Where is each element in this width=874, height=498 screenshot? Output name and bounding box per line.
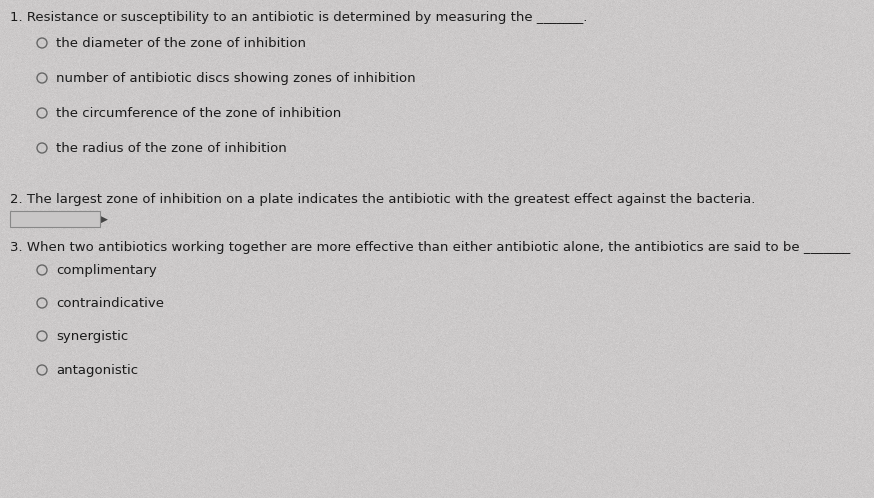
Text: ▶: ▶ xyxy=(101,215,108,224)
Text: 3. When two antibiotics working together are more effective than either antibiot: 3. When two antibiotics working together… xyxy=(10,241,850,254)
Text: the diameter of the zone of inhibition: the diameter of the zone of inhibition xyxy=(56,36,306,49)
Text: (Click to select): (Click to select) xyxy=(13,214,100,224)
Text: 1. Resistance or susceptibility to an antibiotic is determined by measuring the : 1. Resistance or susceptibility to an an… xyxy=(10,11,587,24)
FancyBboxPatch shape xyxy=(10,211,100,227)
Text: complimentary: complimentary xyxy=(56,263,156,276)
Text: synergistic: synergistic xyxy=(56,330,128,343)
Text: the circumference of the zone of inhibition: the circumference of the zone of inhibit… xyxy=(56,107,341,120)
Text: contraindicative: contraindicative xyxy=(56,296,164,309)
Text: antagonistic: antagonistic xyxy=(56,364,138,376)
Text: the radius of the zone of inhibition: the radius of the zone of inhibition xyxy=(56,141,287,154)
Text: number of antibiotic discs showing zones of inhibition: number of antibiotic discs showing zones… xyxy=(56,72,416,85)
Text: 2. The largest zone of inhibition on a plate indicates the antibiotic with the g: 2. The largest zone of inhibition on a p… xyxy=(10,193,755,206)
